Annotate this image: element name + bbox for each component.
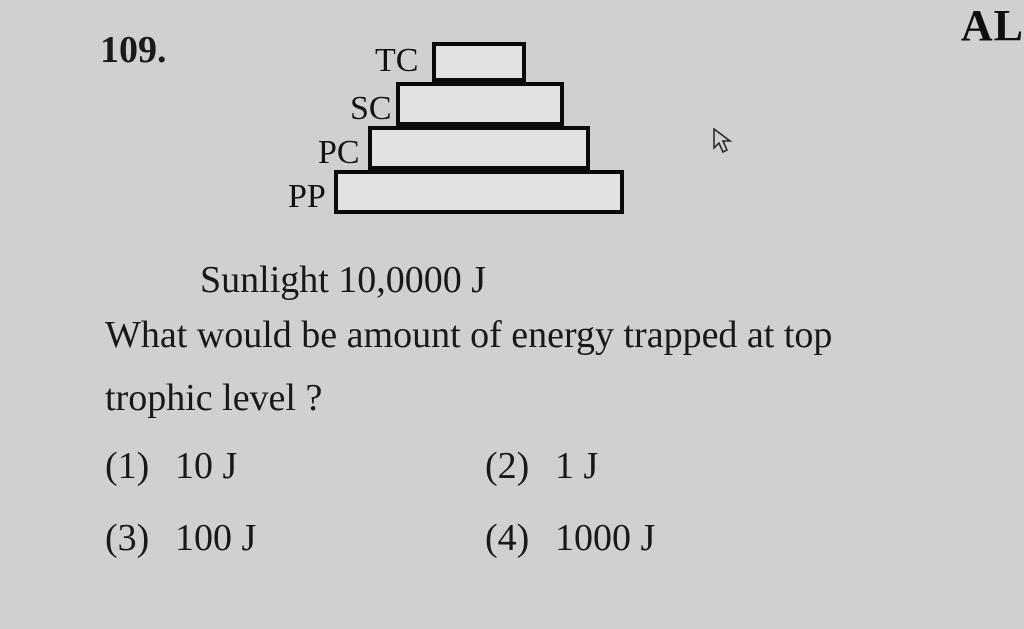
option-3-number: (3) [105, 516, 175, 560]
pyramid-box-sc [396, 82, 564, 126]
sunlight-caption: Sunlight 10,0000 J [200, 258, 486, 302]
option-3-text: 100 J [175, 516, 256, 560]
mouse-cursor-icon [712, 128, 734, 156]
option-4-number: (4) [485, 516, 555, 560]
pyramid-label-pc: PC [318, 134, 360, 172]
question-number: 109. [100, 28, 167, 72]
option-1: (1) 10 J [105, 444, 485, 488]
question-line-1: What would be amount of energy trapped a… [105, 314, 832, 356]
option-1-number: (1) [105, 444, 175, 488]
pyramid-box-pp [334, 170, 624, 214]
option-4-text: 1000 J [555, 516, 655, 560]
option-2: (2) 1 J [485, 444, 865, 488]
option-2-text: 1 J [555, 444, 598, 488]
pyramid-box-pc [368, 126, 590, 170]
option-3: (3) 100 J [105, 516, 485, 560]
pyramid-label-sc: SC [350, 90, 392, 128]
option-1-text: 10 J [175, 444, 237, 488]
pyramid-label-tc: TC [375, 42, 418, 80]
energy-pyramid-diagram: TC SC PC PP [160, 20, 580, 250]
answer-options: (1) 10 J (2) 1 J (3) 100 J (4) 1000 J [105, 444, 1005, 588]
question-text: What would be amount of energy trapped a… [105, 304, 1005, 429]
option-2-number: (2) [485, 444, 555, 488]
pyramid-box-tc [432, 42, 526, 82]
pyramid-label-pp: PP [288, 178, 326, 216]
option-4: (4) 1000 J [485, 516, 865, 560]
question-line-2: trophic level ? [105, 377, 322, 419]
page-header-fragment: AL [961, 0, 1024, 51]
